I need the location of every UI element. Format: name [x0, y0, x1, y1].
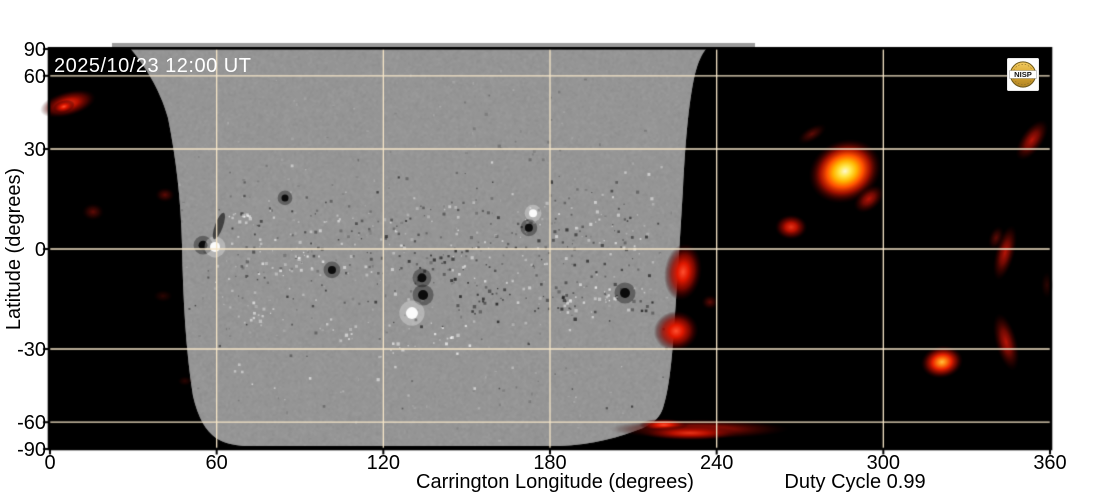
- nisp-logo: NISP: [1007, 58, 1039, 91]
- y-tick-label: -30: [17, 339, 46, 361]
- x-tick-label: 120: [366, 452, 401, 474]
- map-timestamp: 2025/10/23 12:00 UT: [54, 55, 252, 77]
- x-axis-title: Carrington Longitude (degrees): [416, 471, 694, 493]
- x-tick-label: 240: [699, 452, 734, 474]
- x-tick-label: 60: [205, 452, 228, 474]
- y-tick-label: 90: [23, 39, 46, 61]
- y-tick-label: 30: [23, 139, 46, 161]
- x-tick-label: 0: [44, 452, 56, 474]
- x-tick-label: 360: [1033, 452, 1067, 474]
- x-tick-label: 180: [533, 452, 567, 474]
- y-tick-label: -90: [17, 439, 46, 461]
- duty-cycle-label: Duty Cycle 0.99: [784, 471, 926, 493]
- y-tick-label: 0: [34, 239, 46, 261]
- nisp-logo-text: NISP: [1014, 70, 1032, 79]
- x-tick-label: 300: [866, 452, 901, 474]
- y-tick-label: 60: [23, 65, 46, 88]
- y-axis-title: Latitude (degrees): [3, 167, 25, 331]
- nisp-logo-graphic: NISP: [1009, 61, 1037, 88]
- y-tick-label: -60: [17, 412, 46, 435]
